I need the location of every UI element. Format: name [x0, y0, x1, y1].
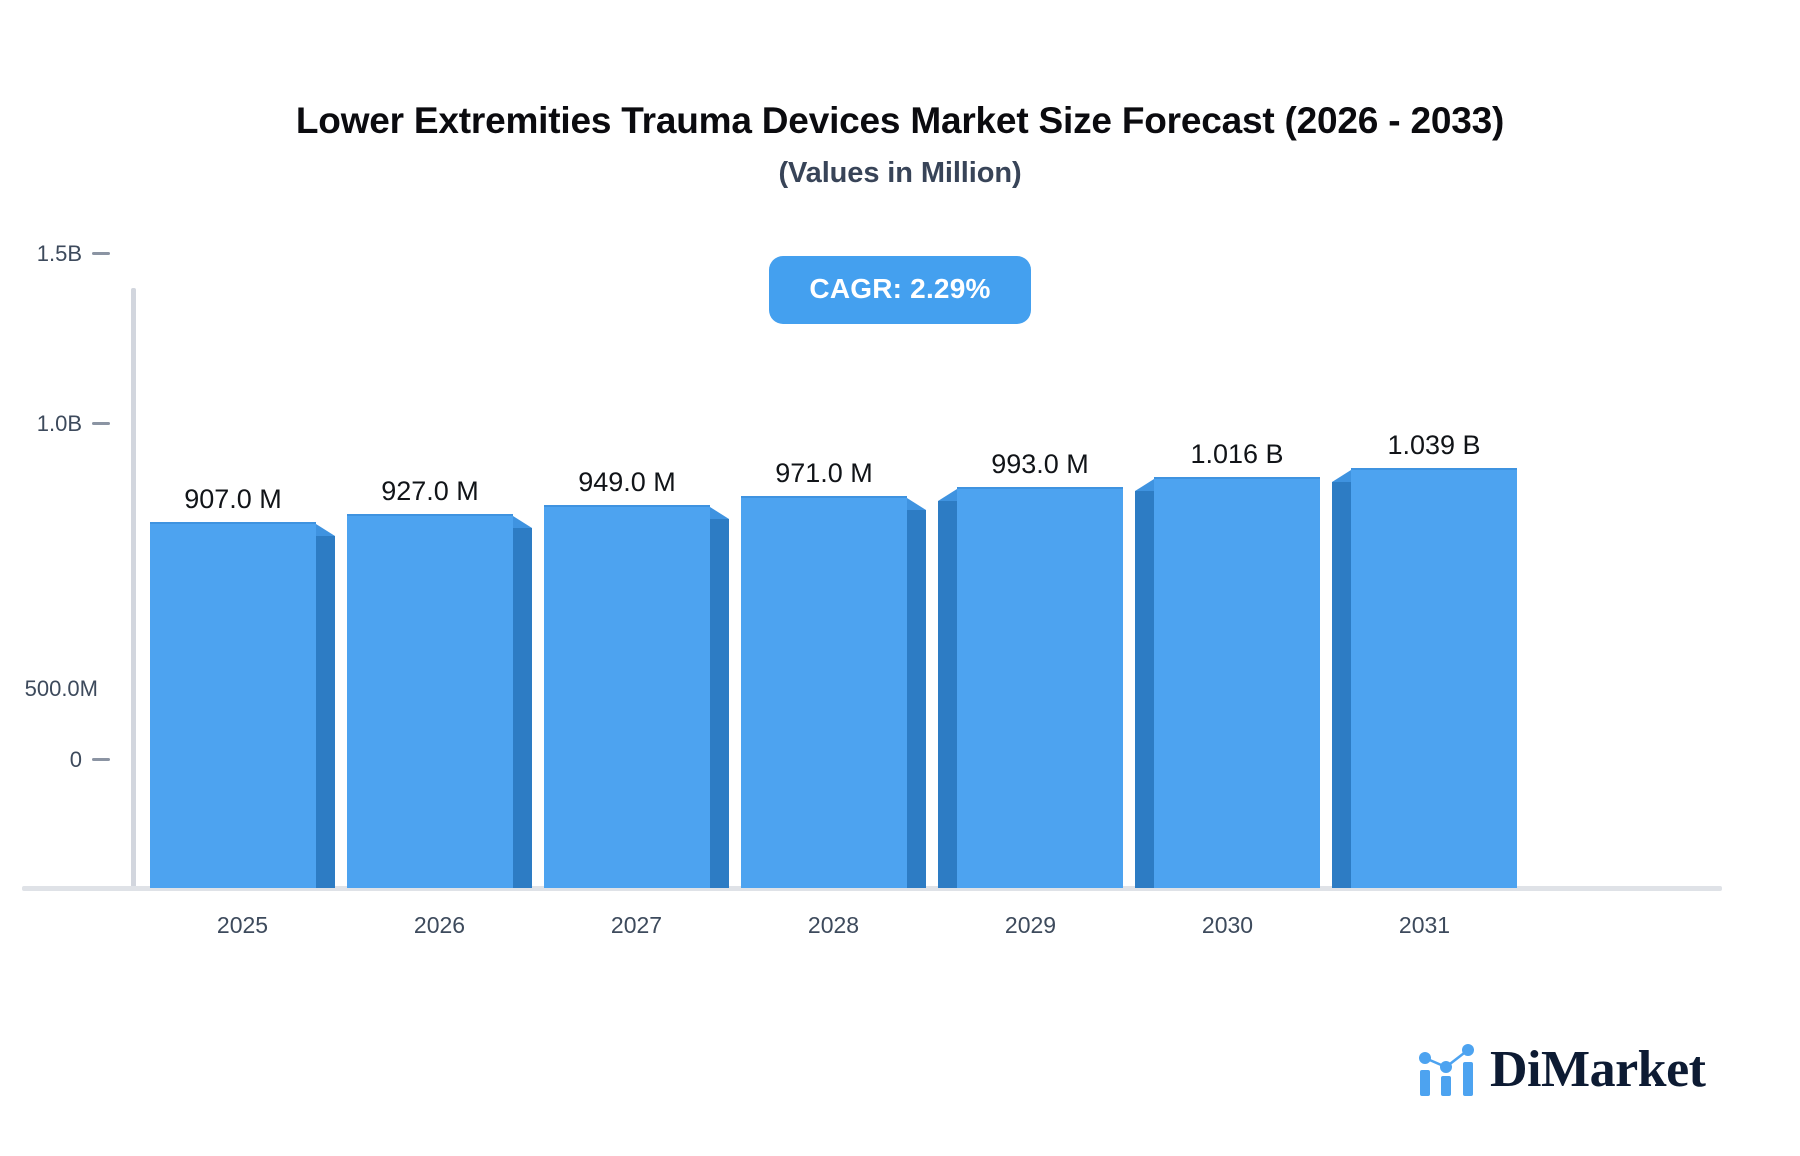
x-category-label-2029: 2029: [1004, 912, 1057, 938]
cagr-badge: CAGR: 2.29%: [769, 256, 1031, 324]
bar-label-2025: 907.0 M: [184, 484, 282, 514]
bar-label-2030: 1.016 B: [1190, 439, 1284, 469]
y-tick-dash-1500M: [92, 252, 110, 255]
bar-side-2030: [1135, 491, 1154, 888]
bar-side-2029: [938, 501, 957, 888]
logo-text: DiMarket: [1490, 1041, 1706, 1098]
x-category-label-2026: 2026: [413, 912, 466, 938]
bar-label-2029: 993.0 M: [991, 449, 1089, 479]
bar-top-cap-2027: [710, 507, 729, 519]
title-block: Lower Extremities Trauma Devices Market …: [0, 100, 1800, 190]
y-tick-label-1500M: 1.5B: [36, 241, 82, 266]
bar-top-cap-2026: [513, 516, 532, 528]
y-tick-label-500M: 500.0M: [24, 676, 98, 701]
chart-subtitle: (Values in Million): [778, 156, 1022, 189]
bar-side-2028: [907, 510, 926, 888]
bar-face-2025[interactable]: [150, 522, 316, 888]
x-category-label-2025: 2025: [216, 912, 269, 938]
bar-side-2031: [1332, 482, 1351, 888]
x-category-label-2031: 2031: [1398, 912, 1451, 938]
cagr-badge-wrapper: CAGR: 2.29%: [0, 256, 1800, 324]
y-axis-line: [131, 288, 136, 889]
bar-side-2025: [316, 536, 335, 888]
y-tick-dash-1000M: [92, 422, 110, 425]
bar-side-2027: [710, 519, 729, 888]
bar-top-cap-2025: [316, 524, 335, 536]
y-tick-label-0: 0: [69, 747, 82, 772]
bar-face-2029[interactable]: [957, 487, 1123, 888]
x-category-label-2030: 2030: [1201, 912, 1254, 938]
chart-title: Lower Extremities Trauma Devices Market …: [295, 100, 1505, 141]
bar-top-cap-2030: [1135, 479, 1154, 491]
bar-top-cap-2028: [907, 498, 926, 510]
bar-chart-logo-icon: [1418, 1042, 1476, 1098]
bar-face-2031[interactable]: [1351, 468, 1517, 888]
bar-label-2027: 949.0 M: [578, 467, 676, 497]
bar-label-2028: 971.0 M: [775, 458, 873, 488]
bar-face-2027[interactable]: [544, 505, 710, 888]
bar-face-2026[interactable]: [347, 514, 513, 888]
x-axis-line: [22, 886, 1722, 891]
bar-label-2031: 1.039 B: [1387, 430, 1481, 460]
bar-face-2030[interactable]: [1154, 477, 1320, 888]
bar-top-cap-2031: [1332, 470, 1351, 482]
y-tick-label-1000M: 1.0B: [36, 411, 82, 436]
y-tick-dash-0: [92, 758, 110, 761]
x-category-label-2027: 2027: [610, 912, 663, 938]
bar-face-2028[interactable]: [741, 496, 907, 888]
bar-side-2026: [513, 528, 532, 888]
x-category-label-2028: 2028: [807, 912, 860, 938]
bar-label-2026: 927.0 M: [381, 476, 479, 506]
bar-top-cap-2029: [938, 489, 957, 501]
dimarket-logo: DiMarket: [1418, 1041, 1706, 1098]
